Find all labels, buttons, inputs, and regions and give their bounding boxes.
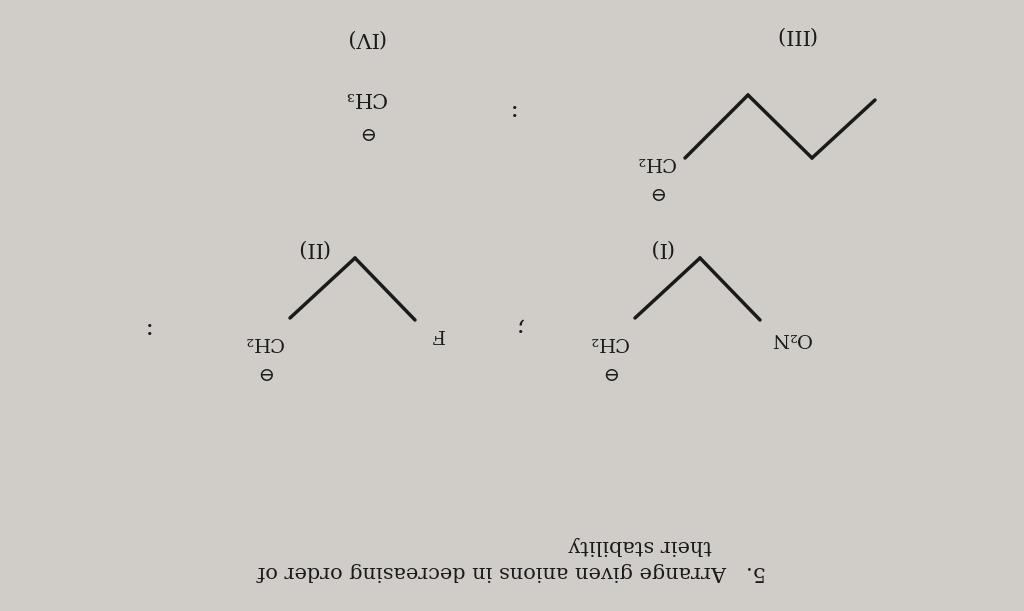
Text: :: : — [140, 316, 150, 340]
Text: CH₂: CH₂ — [588, 333, 628, 351]
Text: ⊖: ⊖ — [647, 183, 664, 201]
Text: ⊖: ⊖ — [356, 123, 373, 141]
Text: ;: ; — [516, 316, 524, 340]
Text: F: F — [430, 325, 443, 343]
Text: CH₂: CH₂ — [635, 153, 675, 171]
Text: (II): (II) — [296, 238, 329, 257]
Text: their stability: their stability — [568, 535, 712, 555]
Text: CH₂: CH₂ — [243, 333, 283, 351]
Text: (III): (III) — [774, 26, 815, 45]
Text: (I): (I) — [648, 238, 672, 257]
Text: :: : — [506, 98, 514, 122]
Text: (IV): (IV) — [345, 29, 385, 48]
Text: ⊖: ⊖ — [255, 363, 271, 381]
Text: CH₃: CH₃ — [344, 89, 386, 108]
Text: O₂N: O₂N — [769, 329, 811, 347]
Text: 5.   Arrange given anions in decreasing order of: 5. Arrange given anions in decreasing or… — [258, 563, 766, 582]
Text: ⊖: ⊖ — [600, 363, 616, 381]
